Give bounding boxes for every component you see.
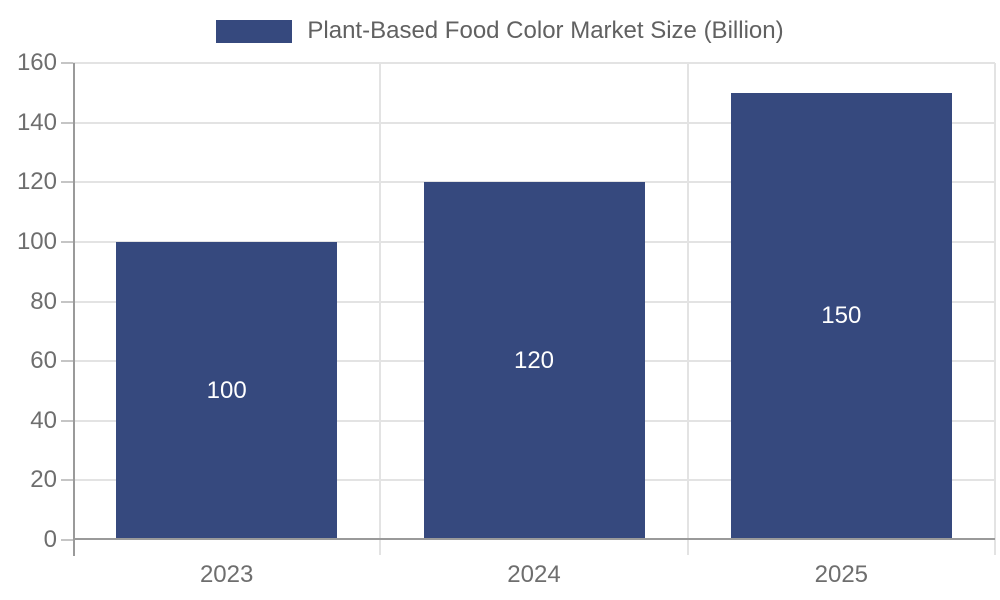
ytick-label-140: 140 bbox=[16, 108, 57, 136]
plot-area: 0 20 40 60 80 100 120 140 160 100 2023 120 2024 150 20… bbox=[17, 49, 996, 588]
ytick-mark-20 bbox=[61, 479, 73, 482]
ytick-mark-160 bbox=[61, 62, 73, 64]
ytick-label-160: 160 bbox=[16, 49, 57, 76]
ytick-mark-60 bbox=[61, 360, 73, 363]
bar-2023: 100 bbox=[116, 241, 338, 540]
legend-swatch bbox=[216, 19, 293, 43]
bar-2024: 120 bbox=[423, 182, 645, 540]
ytick-label-100: 100 bbox=[16, 227, 57, 255]
legend-label: Plant-Based Food Color Market Size (Bill… bbox=[307, 17, 784, 44]
bar-value-label-2023: 100 bbox=[206, 376, 247, 404]
gridline-y-140 bbox=[73, 121, 995, 124]
xtick-label-2023: 2023 bbox=[199, 561, 254, 588]
ytick-label-120: 120 bbox=[16, 168, 57, 196]
ytick-label-20: 20 bbox=[30, 466, 57, 494]
category-separator-2 bbox=[686, 63, 689, 540]
ytick-mark-120 bbox=[61, 181, 73, 184]
ytick-mark-140 bbox=[61, 121, 73, 124]
category-separator-3 bbox=[994, 63, 996, 540]
x-axis-line bbox=[73, 538, 995, 540]
ytick-mark-100 bbox=[61, 240, 73, 243]
bar-value-label-2025: 150 bbox=[821, 302, 862, 330]
ytick-mark-80 bbox=[61, 300, 73, 303]
xtick-mark-3 bbox=[994, 540, 996, 555]
bar-2025: 150 bbox=[730, 92, 952, 540]
bar-value-label-2024: 120 bbox=[513, 347, 555, 375]
ytick-label-60: 60 bbox=[30, 347, 57, 375]
gridline-y-160 bbox=[73, 62, 995, 64]
ytick-mark-0 bbox=[61, 539, 73, 541]
y-axis-line bbox=[73, 63, 75, 556]
xtick-mark-1 bbox=[379, 540, 382, 555]
xtick-mark-2 bbox=[686, 540, 689, 555]
ytick-label-0: 0 bbox=[43, 526, 57, 553]
legend: Plant-Based Food Color Market Size (Bill… bbox=[0, 17, 1000, 45]
xtick-label-2024: 2024 bbox=[507, 561, 561, 588]
category-separator-1 bbox=[379, 63, 382, 540]
ytick-mark-40 bbox=[61, 419, 73, 422]
ytick-label-80: 80 bbox=[30, 287, 57, 315]
ytick-label-40: 40 bbox=[30, 406, 57, 434]
xtick-label-2025: 2025 bbox=[814, 561, 869, 588]
